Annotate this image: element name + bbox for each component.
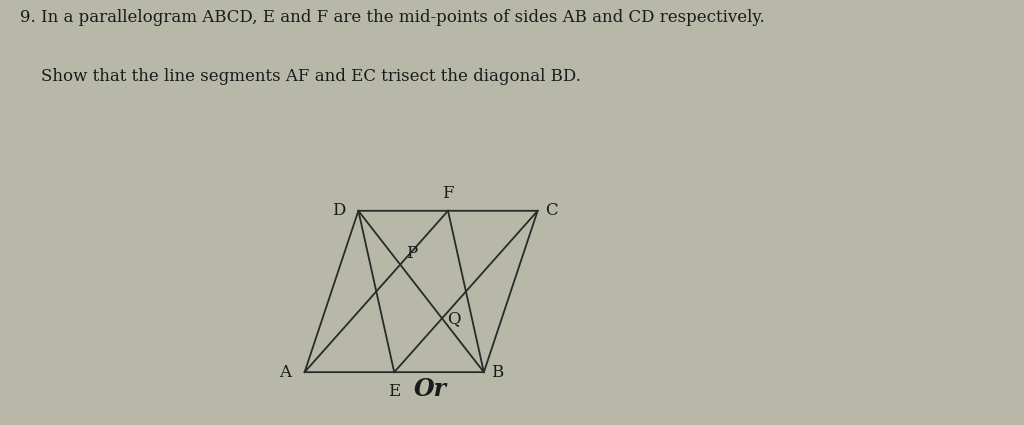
Text: B: B — [492, 364, 503, 381]
Text: Show that the line segments AF and EC trisect the diagonal BD.: Show that the line segments AF and EC tr… — [41, 68, 581, 85]
Text: F: F — [442, 185, 454, 202]
Text: Q: Q — [447, 310, 461, 327]
Text: A: A — [280, 364, 291, 381]
Text: D: D — [332, 202, 345, 219]
Text: Or: Or — [414, 377, 446, 401]
Text: P: P — [406, 245, 417, 262]
Text: C: C — [545, 202, 557, 219]
Text: 9. In a parallelogram ABCD, E and F are the mid-points of sides AB and CD respec: 9. In a parallelogram ABCD, E and F are … — [20, 8, 765, 25]
Text: E: E — [388, 383, 400, 400]
